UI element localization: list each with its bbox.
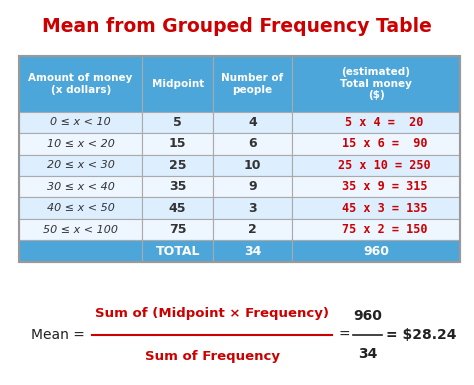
- Bar: [142, 133, 213, 154]
- Bar: [292, 176, 460, 198]
- Bar: [19, 56, 142, 112]
- Bar: [292, 198, 460, 219]
- Text: Amount of money
(x dollars): Amount of money (x dollars): [28, 73, 133, 95]
- Text: Midpoint: Midpoint: [152, 79, 204, 89]
- Text: 45 x 3 = 135: 45 x 3 = 135: [342, 202, 427, 215]
- Text: Sum of Frequency: Sum of Frequency: [145, 350, 280, 363]
- Bar: [19, 133, 142, 154]
- Bar: [292, 112, 460, 133]
- Text: 10 ≤ x < 20: 10 ≤ x < 20: [47, 139, 115, 149]
- Bar: [292, 240, 460, 262]
- Text: 40 ≤ x < 50: 40 ≤ x < 50: [47, 203, 115, 213]
- Text: Sum of (Midpoint × Frequency): Sum of (Midpoint × Frequency): [95, 307, 329, 320]
- Bar: [213, 112, 292, 133]
- Bar: [19, 198, 142, 219]
- Text: 15 x 6 =  90: 15 x 6 = 90: [342, 137, 427, 150]
- Bar: [292, 56, 460, 112]
- Text: Mean from Grouped Frequency Table: Mean from Grouped Frequency Table: [42, 17, 432, 36]
- Bar: [19, 240, 142, 262]
- Text: 5 x 4 =  20: 5 x 4 = 20: [345, 116, 424, 129]
- Bar: [142, 219, 213, 240]
- Bar: [19, 176, 142, 198]
- Text: =: =: [339, 328, 351, 342]
- Bar: [142, 240, 213, 262]
- Text: 0 ≤ x < 10: 0 ≤ x < 10: [50, 117, 111, 127]
- Text: 10: 10: [244, 159, 261, 172]
- Bar: [292, 154, 460, 176]
- Text: 20 ≤ x < 30: 20 ≤ x < 30: [47, 160, 115, 170]
- Bar: [142, 112, 213, 133]
- Bar: [213, 176, 292, 198]
- Bar: [142, 154, 213, 176]
- Text: 3: 3: [248, 202, 257, 215]
- Bar: [292, 133, 460, 154]
- Bar: [213, 198, 292, 219]
- Bar: [142, 56, 213, 112]
- Text: 25: 25: [169, 159, 186, 172]
- Text: 960: 960: [353, 309, 382, 323]
- Bar: [213, 154, 292, 176]
- Text: 960: 960: [363, 244, 389, 258]
- Text: 5: 5: [173, 116, 182, 129]
- Bar: [19, 56, 460, 262]
- Text: 34: 34: [244, 244, 261, 258]
- Bar: [19, 219, 142, 240]
- Text: 35 x 9 = 315: 35 x 9 = 315: [342, 180, 427, 193]
- Bar: [142, 176, 213, 198]
- Text: 6: 6: [248, 137, 257, 150]
- Text: (estimated)
Total money
($): (estimated) Total money ($): [340, 67, 412, 100]
- Text: 9: 9: [248, 180, 257, 193]
- Text: 2: 2: [248, 223, 257, 236]
- Text: TOTAL: TOTAL: [155, 244, 200, 258]
- Text: = $28.24: = $28.24: [386, 328, 457, 342]
- Text: 30 ≤ x < 40: 30 ≤ x < 40: [47, 182, 115, 192]
- Bar: [213, 240, 292, 262]
- Text: 75: 75: [169, 223, 186, 236]
- Bar: [213, 219, 292, 240]
- Bar: [19, 154, 142, 176]
- Bar: [213, 133, 292, 154]
- Text: Mean =: Mean =: [31, 328, 85, 342]
- Bar: [292, 219, 460, 240]
- Bar: [213, 56, 292, 112]
- Text: 75 x 2 = 150: 75 x 2 = 150: [342, 223, 427, 236]
- Text: 34: 34: [358, 347, 377, 361]
- Text: 50 ≤ x < 100: 50 ≤ x < 100: [43, 224, 118, 234]
- Text: 35: 35: [169, 180, 186, 193]
- Text: Number of
people: Number of people: [221, 73, 284, 95]
- Bar: [19, 112, 142, 133]
- Bar: [142, 198, 213, 219]
- Text: 25 x 10 = 250: 25 x 10 = 250: [338, 159, 431, 172]
- Text: 45: 45: [169, 202, 186, 215]
- Text: 15: 15: [169, 137, 186, 150]
- Text: 4: 4: [248, 116, 257, 129]
